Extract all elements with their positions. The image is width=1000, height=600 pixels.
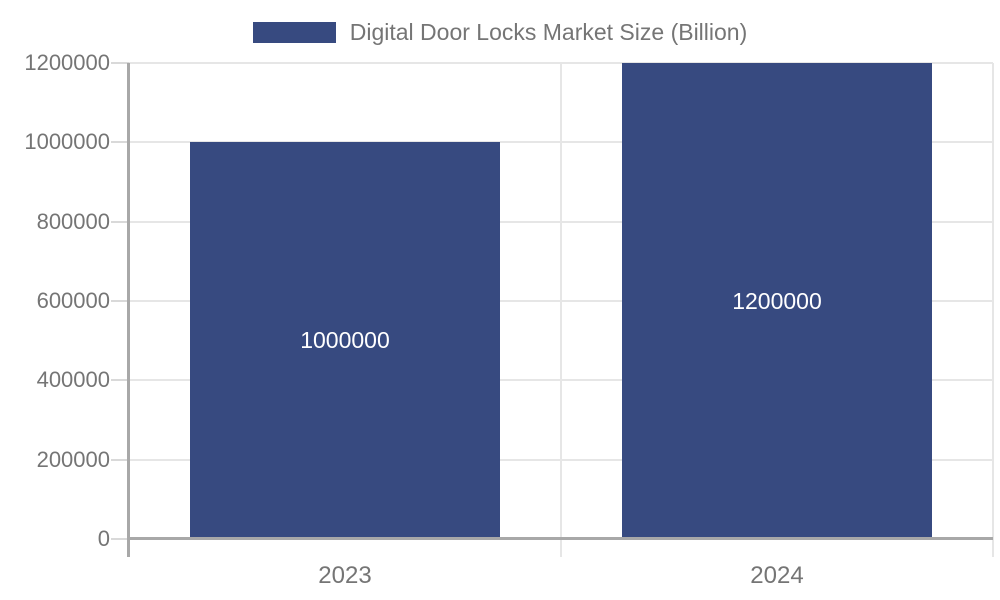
- x-tick-label: 2024: [750, 562, 804, 589]
- y-tick-mark: [111, 538, 129, 540]
- bar-value-label: 1200000: [732, 287, 822, 314]
- y-axis: 0 200000 400000 600000 800000 1000000 1200000: [0, 50, 129, 551]
- x-gridline: [560, 63, 562, 557]
- plot-area: 1000000 1200000: [129, 62, 994, 557]
- x-tick-label: 2023: [318, 562, 372, 589]
- y-tick-mark: [111, 379, 129, 382]
- x-axis-line: [129, 537, 993, 540]
- bar-2023: 1000000: [190, 142, 500, 539]
- y-tick-mark: [111, 458, 129, 461]
- y-tick-label: 400000: [36, 367, 110, 393]
- y-tick-label: 0: [97, 526, 110, 551]
- y-tick-mark: [111, 141, 129, 144]
- y-tick-label: 1000000: [24, 129, 110, 155]
- bar-value-label: 1000000: [300, 327, 390, 354]
- y-axis-line: [127, 63, 130, 557]
- y-tick-mark: [111, 220, 129, 223]
- y-tick-mark: [111, 62, 129, 64]
- y-tick-mark: [111, 300, 129, 302]
- x-gridline: [992, 63, 994, 557]
- y-tick-label: 600000: [36, 288, 110, 313]
- legend: Digital Door Locks Market Size (Billion): [0, 19, 1000, 45]
- legend-swatch: [252, 21, 336, 43]
- y-tick-label: 200000: [36, 446, 110, 472]
- x-axis: 2023 2024: [129, 560, 993, 592]
- legend-label: Digital Door Locks Market Size (Billion): [349, 18, 748, 45]
- bar-2024: 1200000: [622, 63, 932, 539]
- y-tick-label: 1200000: [24, 50, 110, 75]
- y-tick-label: 800000: [36, 208, 110, 234]
